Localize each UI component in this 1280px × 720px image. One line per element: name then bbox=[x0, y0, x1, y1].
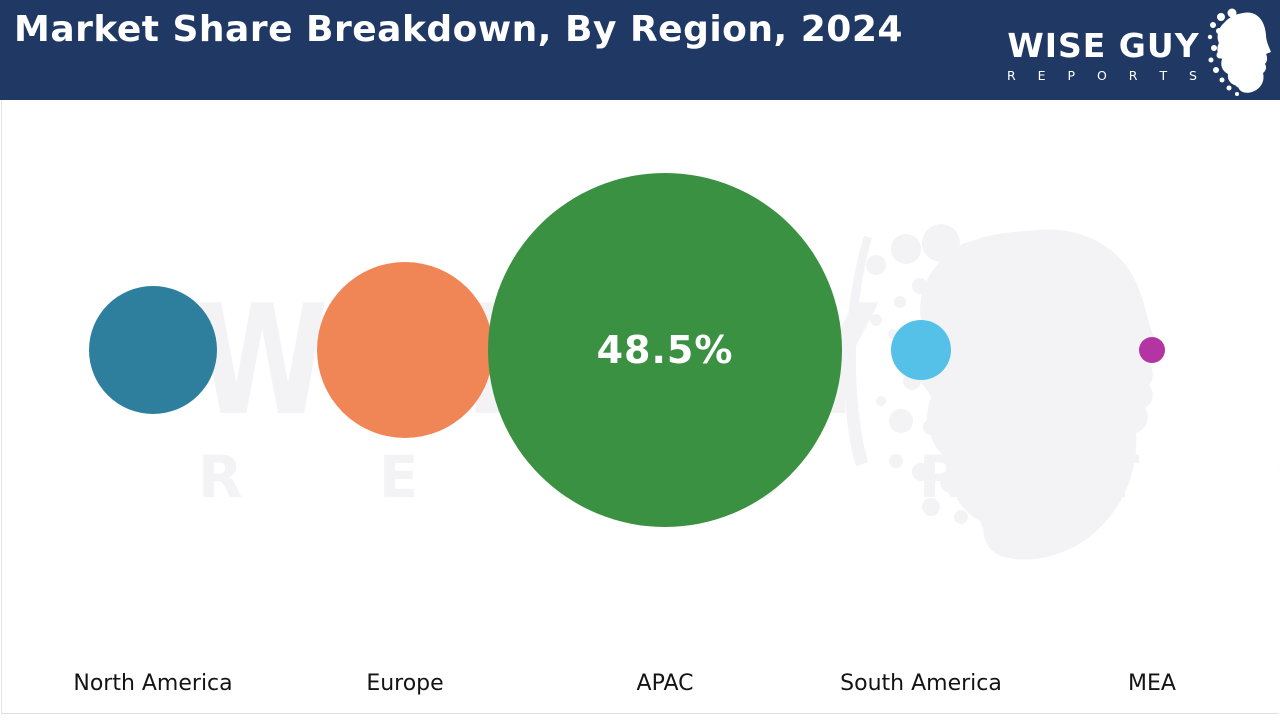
bubble-mea bbox=[1139, 337, 1165, 363]
bubble-apac: 48.5% bbox=[488, 173, 842, 527]
category-label-mea: MEA bbox=[1128, 671, 1176, 696]
category-label-south-america: South America bbox=[840, 671, 1002, 696]
category-label-apac: APAC bbox=[636, 671, 694, 696]
bubble-north-america bbox=[89, 286, 217, 414]
plot-area-frame bbox=[1, 100, 1279, 714]
logo-wordmark: WISE GUY bbox=[1007, 26, 1200, 65]
page-title: Market Share Breakdown, By Region, 2024 bbox=[14, 9, 903, 50]
logo-subtext: R E P O R T S bbox=[1006, 68, 1206, 83]
category-label-north-america: North America bbox=[73, 671, 233, 696]
wise-guy-logo: WISE GUY R E P O R T S bbox=[1007, 6, 1272, 96]
bubble-europe bbox=[317, 262, 493, 438]
bubble-south-america bbox=[891, 320, 951, 380]
header: Market Share Breakdown, By Region, 2024 … bbox=[0, 0, 1280, 100]
category-label-europe: Europe bbox=[366, 671, 444, 696]
wise-guy-face-icon bbox=[1207, 8, 1271, 96]
logo-text: WISE GUY R E P O R T S bbox=[1001, 26, 1206, 83]
watermark-face-icon bbox=[844, 224, 1164, 560]
apac-value-label: 48.5% bbox=[596, 328, 734, 372]
